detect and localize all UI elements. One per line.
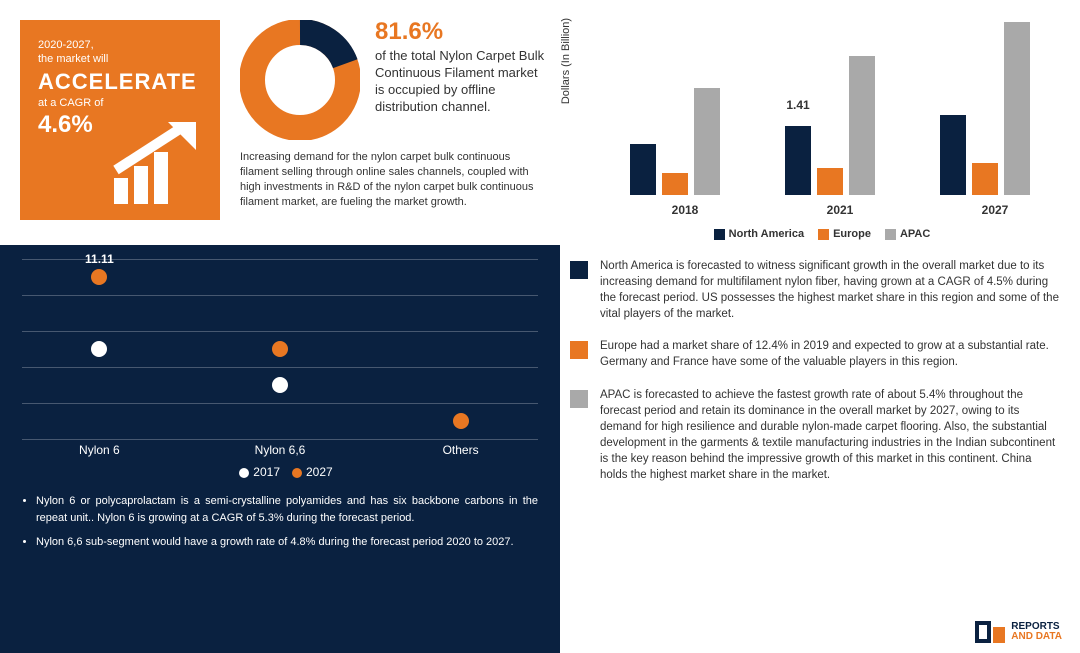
bar-value-label: 1.41: [786, 98, 809, 112]
bar: [972, 163, 998, 195]
scatter-point: [272, 341, 288, 357]
donut-desc: of the total Nylon Carpet Bulk Continuou…: [375, 48, 545, 116]
navy-panel: Nylon 6 Nylon 6,6 Others 11.11 20172027 Nylo…: [0, 245, 560, 653]
bar-category: 2021: [785, 203, 895, 217]
scatter-point: [453, 413, 469, 429]
donut-caption: 81.6% of the total Nylon Carpet Bulk Con…: [375, 18, 545, 116]
accelerate-card: 2020-2027, the market will ACCELERATE at…: [20, 20, 220, 220]
bar: [694, 88, 720, 195]
scatter-point: [91, 341, 107, 357]
bar-legend: North AmericaEuropeAPAC: [570, 228, 1060, 240]
donut-pct: 81.6%: [375, 18, 545, 46]
bar: [662, 173, 688, 195]
scatter-point: [272, 377, 288, 393]
demand-paragraph: Increasing demand for the nylon carpet b…: [240, 150, 545, 209]
region-text: APAC is forecasted to achieve the fastes…: [600, 387, 1060, 484]
navy-bullet: Nylon 6 or polycaprolactam is a semi-cry…: [36, 493, 538, 526]
bar: [940, 115, 966, 195]
logo-line2: AND DATA: [1011, 632, 1062, 642]
bar: [817, 168, 843, 195]
scatter-legend: 20172027: [22, 465, 538, 479]
bar-ylabel: Dollars (In Billion): [560, 18, 572, 104]
scatter-category: Nylon 6: [79, 443, 120, 457]
region-color-swatch: [570, 261, 588, 279]
region-item: Europe had a market share of 12.4% in 20…: [570, 338, 1060, 370]
accel-period: 2020-2027,: [38, 38, 202, 52]
scatter-chart: Nylon 6Nylon 6,6Others11.1120172027: [22, 259, 538, 479]
navy-bullets: Nylon 6 or polycaprolactam is a semi-cry…: [22, 493, 538, 551]
region-color-swatch: [570, 341, 588, 359]
logo-icon: [975, 621, 1005, 643]
region-item: APAC is forecasted to achieve the fastes…: [570, 387, 1060, 484]
donut-chart: [240, 20, 360, 140]
bar: [785, 126, 811, 195]
bar: [630, 144, 656, 195]
bar: [1004, 22, 1030, 195]
scatter-category: Others: [443, 443, 479, 457]
region-text: North America is forecasted to witness s…: [600, 258, 1060, 322]
navy-bullet: Nylon 6,6 sub-segment would have a growt…: [36, 534, 538, 551]
growth-arrow-icon: [108, 118, 208, 208]
accel-sub: at a CAGR of: [38, 97, 202, 109]
bar-chart: Dollars (In Billion) 20181.4120212027 No…: [570, 20, 1060, 240]
bar-category: 2027: [940, 203, 1050, 217]
region-list: North America is forecasted to witness s…: [570, 258, 1060, 483]
region-item: North America is forecasted to witness s…: [570, 258, 1060, 322]
region-text: Europe had a market share of 12.4% in 20…: [600, 338, 1060, 370]
accel-word: ACCELERATE: [38, 69, 202, 95]
scatter-category: Nylon 6,6: [255, 443, 306, 457]
scatter-point-label: 11.11: [85, 252, 114, 266]
scatter-point: [91, 269, 107, 285]
reports-and-data-logo: REPORTS AND DATA: [975, 621, 1062, 643]
bar-category: 2018: [630, 203, 740, 217]
accel-line2: the market will: [38, 52, 202, 66]
region-color-swatch: [570, 390, 588, 408]
bar: [849, 56, 875, 195]
